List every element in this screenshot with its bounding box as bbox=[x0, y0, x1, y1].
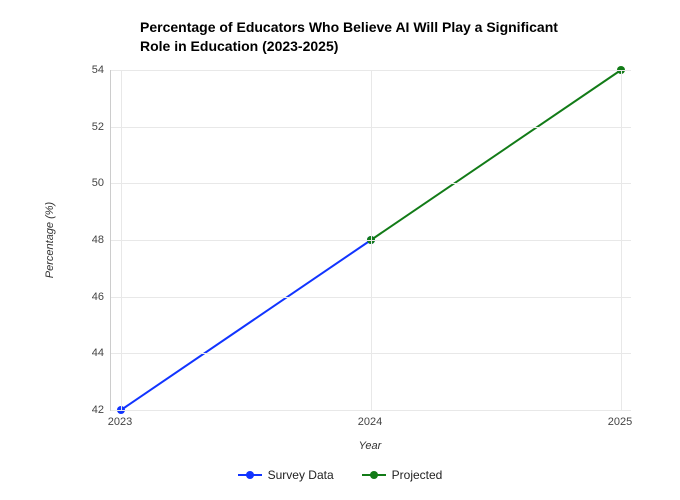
x-tick-label: 2024 bbox=[358, 416, 382, 428]
legend-dot-icon bbox=[370, 471, 378, 479]
series-line bbox=[371, 70, 621, 240]
y-tick-label: 48 bbox=[64, 234, 104, 246]
gridline-v bbox=[121, 70, 122, 410]
gridline-v bbox=[621, 70, 622, 410]
chart-container: Percentage of Educators Who Believe AI W… bbox=[0, 0, 680, 500]
x-axis-label: Year bbox=[359, 440, 382, 452]
y-axis-label: Percentage (%) bbox=[44, 202, 56, 278]
x-tick-label: 2025 bbox=[608, 416, 632, 428]
y-tick-label: 42 bbox=[64, 404, 104, 416]
series-line bbox=[121, 240, 371, 410]
legend-dot-icon bbox=[246, 471, 254, 479]
legend: Survey Data Projected bbox=[0, 465, 680, 482]
y-tick-label: 50 bbox=[64, 177, 104, 189]
y-tick-label: 46 bbox=[64, 291, 104, 303]
y-tick-label: 52 bbox=[64, 121, 104, 133]
legend-item: Survey Data bbox=[238, 468, 334, 482]
legend-swatch bbox=[362, 474, 386, 476]
x-tick-label: 2023 bbox=[108, 416, 132, 428]
chart-title: Percentage of Educators Who Believe AI W… bbox=[140, 18, 580, 56]
gridline-h bbox=[111, 410, 631, 411]
legend-item: Projected bbox=[362, 468, 443, 482]
y-tick-label: 44 bbox=[64, 347, 104, 359]
plot-area bbox=[110, 70, 631, 411]
y-tick-label: 54 bbox=[64, 64, 104, 76]
gridline-v bbox=[371, 70, 372, 410]
legend-label: Survey Data bbox=[268, 468, 334, 482]
legend-swatch bbox=[238, 474, 262, 476]
legend-label: Projected bbox=[392, 468, 443, 482]
